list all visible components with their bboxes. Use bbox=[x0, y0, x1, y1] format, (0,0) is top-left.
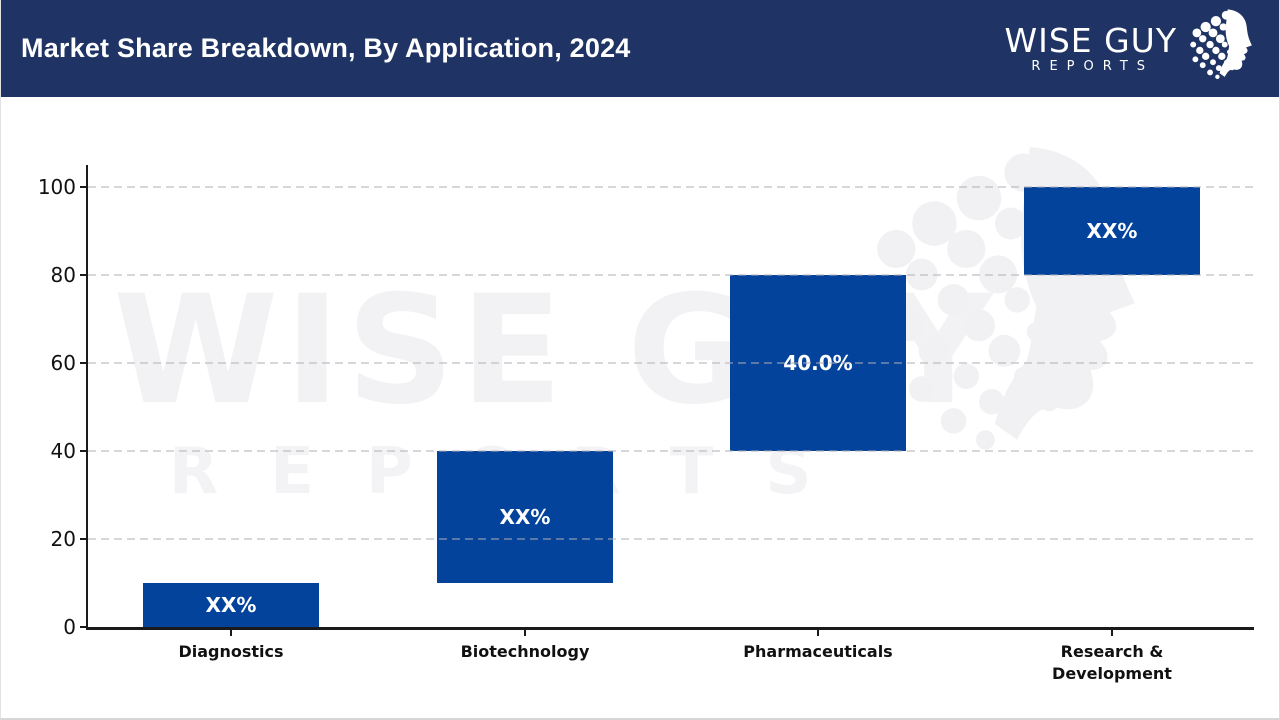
x-tick-label: Pharmaceuticals bbox=[743, 642, 893, 661]
x-axis-line bbox=[86, 627, 1254, 630]
y-tick-mark bbox=[80, 626, 88, 628]
wiseguy-logo: WISE GUY REPORTS bbox=[1004, 5, 1265, 93]
y-tick-label: 40 bbox=[50, 438, 76, 463]
y-tick-mark bbox=[80, 185, 88, 188]
grid-line bbox=[88, 361, 1254, 364]
grid-line bbox=[88, 185, 1254, 188]
y-tick-mark bbox=[80, 361, 88, 364]
x-tick-label: Diagnostics bbox=[178, 642, 284, 661]
grid-line bbox=[88, 273, 1254, 276]
header-bar: Market Share Breakdown, By Application, … bbox=[1, 0, 1279, 97]
y-axis-line bbox=[86, 165, 88, 630]
grid-line bbox=[88, 449, 1254, 452]
bar-value-label: XX% bbox=[499, 504, 551, 529]
y-tick-label: 0 bbox=[63, 615, 76, 639]
page-title: Market Share Breakdown, By Application, … bbox=[21, 33, 631, 63]
logo-wordmark: WISE GUY bbox=[1004, 21, 1177, 60]
logo-text: WISE GUY REPORTS bbox=[1004, 24, 1177, 73]
y-tick-label: 80 bbox=[50, 262, 76, 287]
y-tick-mark bbox=[80, 449, 88, 452]
bar-research-: XX% bbox=[1024, 186, 1200, 275]
y-tick-label: 20 bbox=[50, 526, 76, 551]
x-tick-mark bbox=[1111, 629, 1113, 636]
bar-biotechnology: XX% bbox=[437, 450, 613, 583]
y-tick-label: 100 bbox=[37, 174, 76, 199]
y-tick-label: 60 bbox=[50, 350, 76, 375]
logo-subtitle: REPORTS bbox=[1031, 59, 1155, 74]
bar-value-label: XX% bbox=[1086, 218, 1138, 243]
x-tick-mark bbox=[230, 629, 232, 636]
x-tick-mark bbox=[524, 629, 526, 636]
bar-diagnostics: XX% bbox=[143, 582, 319, 627]
x-tick-mark bbox=[817, 629, 819, 636]
x-tick-label: Research & Development bbox=[1052, 642, 1172, 684]
bar-value-label: XX% bbox=[205, 592, 257, 617]
y-tick-mark bbox=[80, 537, 88, 540]
y-tick-mark bbox=[80, 273, 88, 276]
x-tick-label: Biotechnology bbox=[460, 642, 590, 661]
grid-line bbox=[88, 537, 1254, 540]
wiseguy-face-icon bbox=[1190, 8, 1252, 79]
